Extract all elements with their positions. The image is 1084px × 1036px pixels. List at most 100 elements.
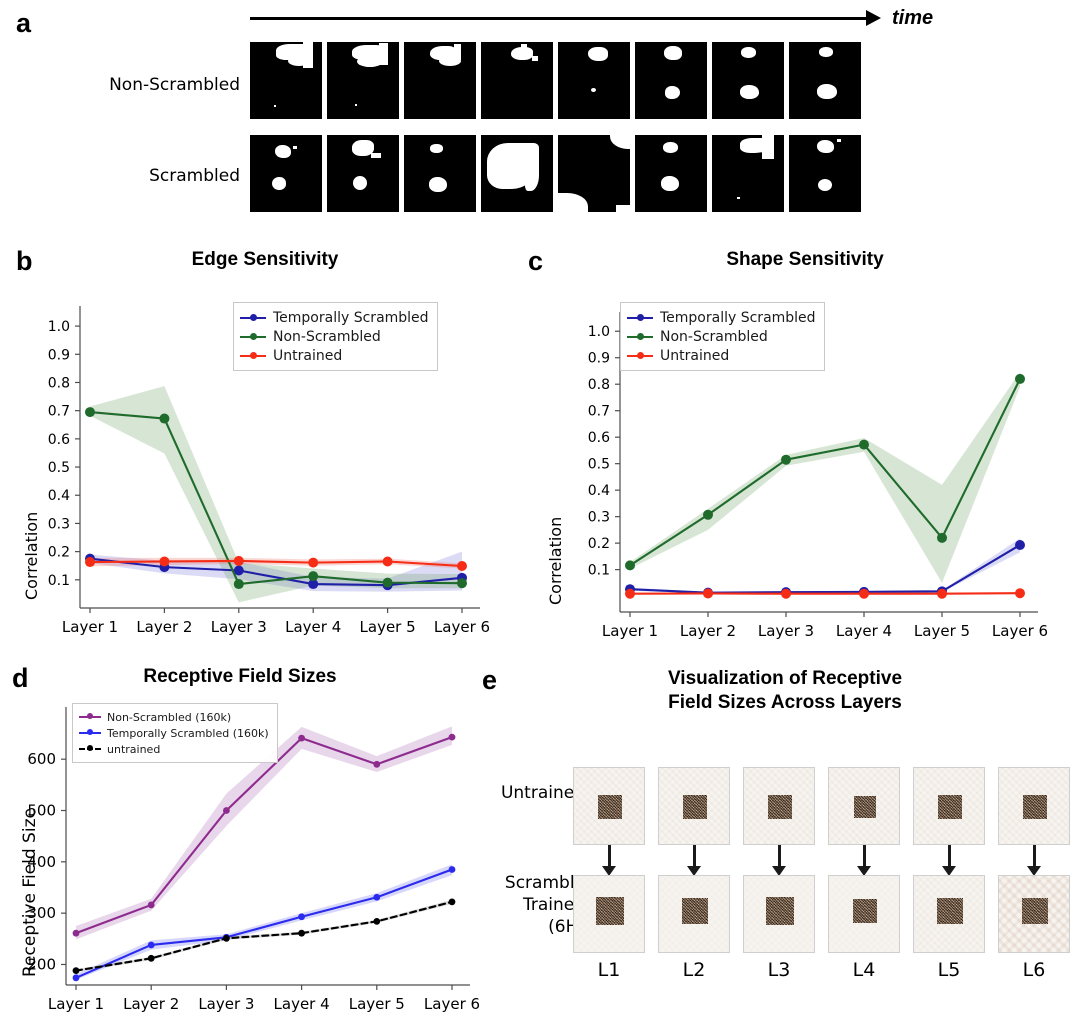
receptive-field-patch: [682, 898, 708, 924]
legend-swatch-icon: [627, 312, 653, 324]
y-tick-label: 0.3: [588, 510, 610, 526]
panel-e-col-label: L6: [1022, 959, 1046, 981]
legend-label: Temporally Scrambled (160k): [107, 726, 269, 740]
y-tick-label: 0.2: [588, 536, 610, 552]
x-tick-label: Layer 6: [992, 622, 1048, 640]
x-tick-label: Layer 5: [914, 622, 970, 640]
receptive-field-patch: [1022, 898, 1048, 924]
data-point: [859, 439, 869, 450]
panel-e-col-label: L3: [767, 959, 791, 981]
data-point: [85, 407, 95, 418]
legend-swatch-icon: [79, 712, 101, 722]
video-frame: [250, 42, 322, 119]
y-tick-label: 0.3: [48, 516, 70, 532]
time-arrow-line: [250, 17, 867, 20]
legend-swatch-icon: [79, 728, 101, 738]
data-point: [72, 974, 80, 982]
y-tick-label: 0.9: [48, 347, 70, 363]
panel-e-rf-visualization: e Visualization of Receptive Field Sizes…: [480, 655, 1084, 1036]
data-point: [85, 557, 95, 568]
panel-a-letter: a: [16, 8, 32, 38]
x-tick-label: Layer 2: [680, 622, 736, 640]
data-point: [448, 898, 456, 906]
legend-swatch-icon: [240, 312, 266, 324]
panel-e-col-label: L4: [852, 959, 876, 981]
down-arrow-head-icon: [772, 866, 786, 876]
data-point: [298, 913, 305, 921]
video-frame: [789, 135, 861, 212]
legend-item[interactable]: Temporally Scrambled: [240, 308, 429, 327]
video-frame: [250, 135, 322, 212]
rf-tile-scramble-trained: [828, 875, 900, 953]
legend-item[interactable]: Temporally Scrambled: [627, 308, 816, 327]
legend-item[interactable]: Non-Scrambled (160k): [79, 709, 269, 725]
receptive-field-patch: [598, 795, 622, 819]
legend-item[interactable]: Untrained: [627, 346, 816, 365]
legend-item[interactable]: Non-Scrambled: [240, 327, 429, 346]
y-tick-label: 0.4: [588, 483, 610, 499]
video-frame: [558, 42, 630, 119]
y-tick-label: 600: [27, 750, 56, 768]
data-point: [703, 588, 713, 599]
video-frame: [558, 135, 630, 212]
receptive-field-patch: [854, 796, 876, 818]
data-point: [1015, 539, 1025, 550]
y-tick-label: 0.5: [588, 457, 610, 473]
y-tick-label: 200: [27, 955, 56, 973]
panel-e-row-label-untrained: Untrained: [500, 783, 585, 803]
video-frame: [635, 42, 707, 119]
down-arrow-icon: [948, 845, 951, 867]
data-point: [625, 588, 635, 599]
panel-a-row-label-non-scrambled: Non-Scrambled: [109, 75, 240, 95]
panel-c-shape-sensitivity: c Shape Sensitivity Correlation 1.0 0.9 0.…: [520, 240, 1084, 650]
data-point: [373, 917, 381, 925]
series-line: [74, 736, 454, 935]
data-point: [625, 560, 635, 571]
data-point: [223, 807, 230, 814]
y-tick-label: 0.7: [48, 404, 70, 420]
legend-swatch-icon: [240, 350, 266, 362]
legend-label: Non-Scrambled: [660, 328, 768, 345]
legend-item[interactable]: untrained: [79, 741, 269, 757]
panel-d-legend: Non-Scrambled (160k) Temporally Scrambled…: [72, 703, 278, 763]
panel-b-legend: Temporally Scrambled Non-Scrambled Untrain…: [233, 302, 438, 371]
x-tick-label: Layer 3: [758, 622, 814, 640]
legend-item[interactable]: Non-Scrambled: [627, 327, 816, 346]
x-tick-label: Layer 1: [48, 995, 104, 1013]
data-point: [308, 571, 319, 582]
data-point: [159, 413, 170, 424]
x-tick-label: Layer 1: [602, 622, 658, 640]
data-point: [298, 929, 305, 937]
rf-tile-scramble-trained: [743, 875, 815, 953]
data-point: [223, 934, 230, 942]
legend-label: Untrained: [660, 347, 730, 364]
legend-item[interactable]: Untrained: [240, 346, 429, 365]
down-arrow-icon: [863, 845, 866, 867]
video-frame: [327, 42, 399, 119]
receptive-field-patch: [683, 795, 707, 819]
data-point: [308, 557, 319, 568]
rf-tile-scramble-trained: [913, 875, 985, 953]
panel-d-receptive-field-sizes: d Receptive Field Sizes Receptive Field …: [0, 655, 500, 1036]
x-tick-label: Layer 4: [285, 618, 341, 636]
data-point: [781, 454, 791, 465]
y-tick-label: 0.2: [48, 545, 70, 561]
panel-e-title-line1: Visualization of Receptive: [667, 668, 903, 689]
x-tick-label: Layer 1: [62, 618, 118, 636]
down-arrow-icon: [608, 845, 611, 867]
receptive-field-patch: [938, 795, 962, 819]
video-frame: [404, 135, 476, 212]
panel-c-plot: 1.0 0.9 0.8 0.7 0.6 0.5 0.4 0.3 0.2 0.1 Layer 1 Lay…: [588, 312, 1048, 640]
data-point: [382, 556, 393, 567]
legend-swatch-icon: [627, 331, 653, 343]
series-line: [88, 557, 464, 587]
legend-item[interactable]: Temporally Scrambled (160k): [79, 725, 269, 741]
data-point: [448, 866, 456, 873]
video-frame: [712, 135, 784, 212]
data-point: [448, 733, 456, 741]
data-point: [703, 509, 713, 520]
data-point: [937, 532, 947, 543]
legend-label: Temporally Scrambled: [273, 309, 429, 326]
video-frame: [712, 42, 784, 119]
x-tick-label: Layer 6: [434, 618, 490, 636]
